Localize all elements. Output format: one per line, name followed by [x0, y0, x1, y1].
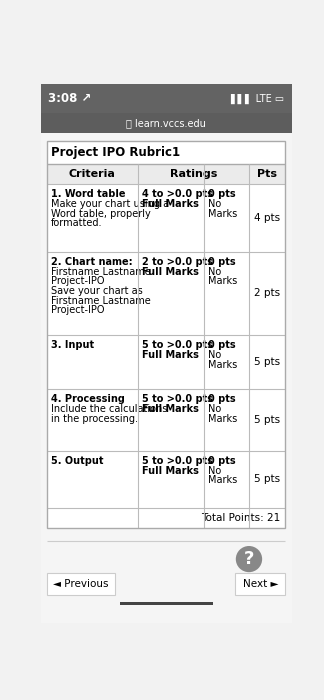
Text: No: No — [208, 404, 221, 414]
Text: 2 pts: 2 pts — [254, 288, 280, 298]
Text: Project IPO Rubric1: Project IPO Rubric1 — [51, 146, 180, 159]
Text: in the processing.: in the processing. — [51, 414, 138, 424]
Bar — [47, 508, 285, 528]
Text: Make your chart using a: Make your chart using a — [51, 199, 169, 209]
Bar — [40, 84, 292, 113]
Text: 2 to >0.0 pts: 2 to >0.0 pts — [142, 258, 213, 267]
Text: 5 to >0.0 pts: 5 to >0.0 pts — [142, 340, 213, 351]
Bar — [47, 141, 285, 164]
Text: 3. Input: 3. Input — [51, 340, 94, 351]
Text: Total Points: 21: Total Points: 21 — [202, 513, 281, 524]
Bar — [47, 184, 285, 252]
Text: Full Marks: Full Marks — [142, 404, 199, 414]
Bar — [47, 141, 285, 528]
Bar — [47, 335, 285, 389]
Text: Full Marks: Full Marks — [142, 466, 199, 475]
Text: 5 pts: 5 pts — [254, 475, 280, 484]
Text: 4 to >0.0 pts: 4 to >0.0 pts — [142, 190, 213, 200]
Text: 4. Processing: 4. Processing — [51, 394, 124, 405]
Text: 1. Word table: 1. Word table — [51, 190, 125, 200]
Text: 2. Chart name:: 2. Chart name: — [51, 258, 132, 267]
Text: 0 pts: 0 pts — [208, 258, 236, 267]
Text: Full Marks: Full Marks — [142, 199, 199, 209]
Text: Full Marks: Full Marks — [142, 350, 199, 360]
Text: Project-IPO: Project-IPO — [51, 276, 104, 286]
Bar — [47, 164, 285, 184]
Text: No: No — [208, 350, 221, 360]
Text: 5 to >0.0 pts: 5 to >0.0 pts — [142, 456, 213, 466]
Text: Marks: Marks — [208, 360, 237, 370]
Bar — [47, 451, 285, 508]
Text: Project-IPO: Project-IPO — [51, 305, 104, 316]
Text: 5 pts: 5 pts — [254, 414, 280, 425]
Text: Firstname Lastname: Firstname Lastname — [51, 295, 150, 306]
Text: Word table, properly: Word table, properly — [51, 209, 150, 218]
Text: No: No — [208, 199, 221, 209]
Text: 4 pts: 4 pts — [254, 213, 280, 223]
Text: 0 pts: 0 pts — [208, 394, 236, 405]
Text: No: No — [208, 466, 221, 475]
Text: Include the calculations: Include the calculations — [51, 404, 167, 414]
Text: ?: ? — [244, 550, 254, 568]
Text: Criteria: Criteria — [69, 169, 116, 179]
Text: ◄ Previous: ◄ Previous — [53, 579, 109, 589]
Text: formatted.: formatted. — [51, 218, 102, 228]
Text: 0 pts: 0 pts — [208, 456, 236, 466]
Text: 0 pts: 0 pts — [208, 190, 236, 200]
Text: 5 pts: 5 pts — [254, 357, 280, 367]
Bar — [235, 573, 285, 594]
Text: Marks: Marks — [208, 414, 237, 424]
Text: ▌▌▌ LTE ▭: ▌▌▌ LTE ▭ — [230, 94, 284, 104]
Bar — [47, 389, 285, 451]
Text: Pts: Pts — [257, 169, 277, 179]
Bar — [40, 113, 292, 133]
Text: Save your chart as: Save your chart as — [51, 286, 142, 296]
Text: Next ►: Next ► — [243, 579, 278, 589]
Text: Marks: Marks — [208, 276, 237, 286]
Text: Full Marks: Full Marks — [142, 267, 199, 277]
Text: 5 to >0.0 pts: 5 to >0.0 pts — [142, 394, 213, 405]
Text: 🔒 learn.vccs.edu: 🔒 learn.vccs.edu — [126, 118, 206, 128]
Circle shape — [236, 546, 262, 572]
Bar — [47, 573, 115, 594]
Text: Marks: Marks — [208, 475, 237, 485]
Text: Firstname Lastname: Firstname Lastname — [51, 267, 150, 277]
Text: 3:08 ↗: 3:08 ↗ — [48, 92, 92, 105]
Bar — [120, 602, 213, 606]
Text: 0 pts: 0 pts — [208, 340, 236, 351]
Text: No: No — [208, 267, 221, 277]
Text: Ratings: Ratings — [170, 169, 217, 179]
Text: 5. Output: 5. Output — [51, 456, 103, 466]
Bar — [47, 252, 285, 335]
Text: Marks: Marks — [208, 209, 237, 218]
